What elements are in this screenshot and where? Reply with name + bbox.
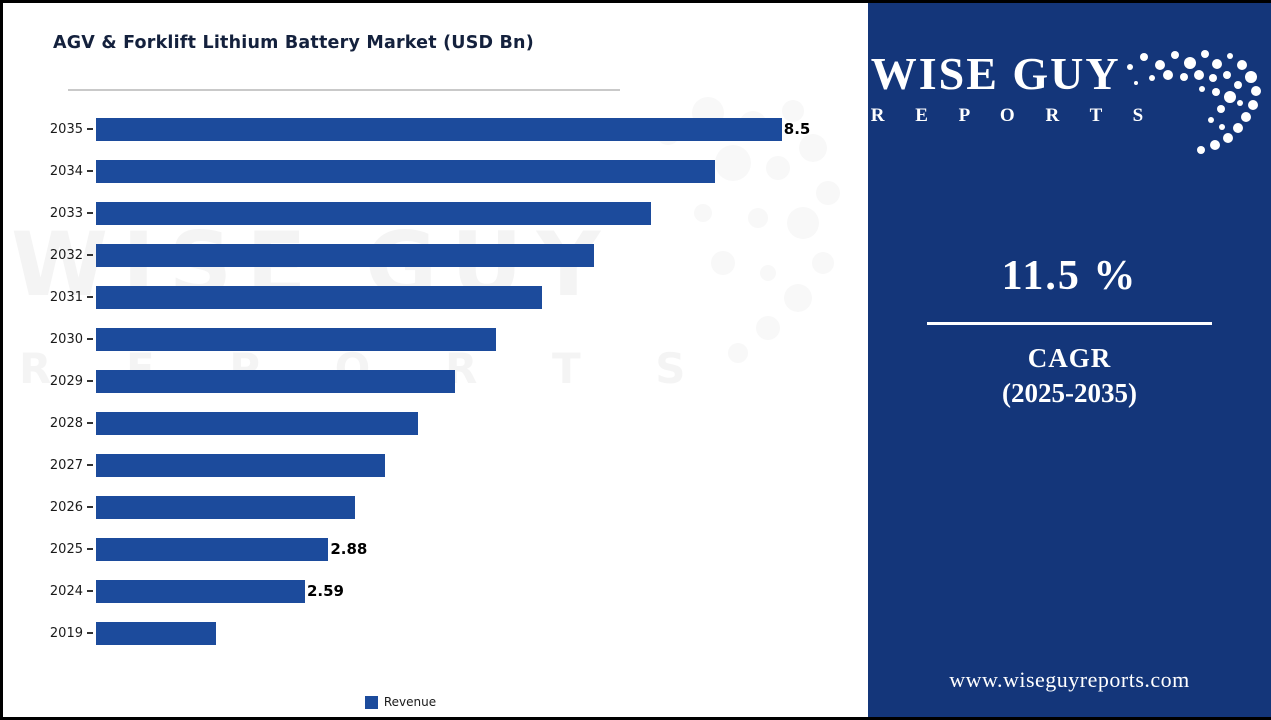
bar-row: 2035 8.5 xyxy=(25,108,868,150)
year-tick-label: 2026 xyxy=(49,499,83,515)
year-tick-label: 2027 xyxy=(49,457,83,473)
revenue-bar xyxy=(96,117,782,141)
bar-chart: 2035 8.5 2034 2033 2032 2031 2030 2029 2028 2027 2… xyxy=(25,108,868,654)
chart-title: AGV & Forklift Lithium Battery Market (U… xyxy=(53,33,534,53)
bar-row: 2024 2.59 xyxy=(25,570,868,612)
bar-row: 2031 xyxy=(25,276,868,318)
chart-area: AGV & Forklift Lithium Battery Market (U… xyxy=(3,3,868,717)
bar-row: 2028 xyxy=(25,402,868,444)
website-link[interactable]: www.wiseguyreports.com xyxy=(949,667,1190,692)
axis-tick xyxy=(87,254,93,256)
revenue-bar xyxy=(96,453,385,477)
year-tick-label: 2019 xyxy=(49,625,83,641)
logo-subtitle: R E P O R T S xyxy=(870,105,1157,126)
axis-tick xyxy=(87,506,93,508)
year-tick-label: 2035 xyxy=(49,121,83,137)
title-divider xyxy=(68,89,620,91)
revenue-bar xyxy=(96,369,456,393)
bar-row: 2027 xyxy=(25,444,868,486)
bar-value-label: 2.88 xyxy=(330,540,368,558)
logo-text: WISE GUY R E P O R T S xyxy=(871,51,1157,127)
axis-tick xyxy=(87,338,93,340)
bar-row: 2032 xyxy=(25,234,868,276)
legend-swatch xyxy=(364,695,378,709)
revenue-bar xyxy=(96,243,594,267)
year-tick-label: 2025 xyxy=(49,541,83,557)
cagr-period: (2025-2035) xyxy=(1002,378,1137,408)
bar-value-label: 8.5 xyxy=(783,120,811,138)
revenue-bar xyxy=(96,621,217,645)
revenue-bar xyxy=(96,159,715,183)
bar-row: 2026 xyxy=(25,486,868,528)
brain-head-icon xyxy=(1127,50,1262,154)
revenue-bar xyxy=(96,285,543,309)
axis-tick xyxy=(87,212,93,214)
axis-tick xyxy=(87,170,93,172)
year-tick-label: 2034 xyxy=(49,163,83,179)
year-tick-label: 2028 xyxy=(49,415,83,431)
logo-wordmark: WISE GUY xyxy=(870,48,1121,99)
axis-tick xyxy=(87,128,93,130)
bar-row: 2034 xyxy=(25,150,868,192)
bar-row: 2019 xyxy=(25,612,868,654)
axis-tick xyxy=(87,296,93,298)
axis-tick xyxy=(87,464,93,466)
revenue-bar xyxy=(96,327,497,351)
bar-row: 2033 xyxy=(25,192,868,234)
axis-tick xyxy=(87,422,93,424)
axis-tick xyxy=(87,632,93,634)
axis-tick xyxy=(87,590,93,592)
revenue-bar xyxy=(96,537,329,561)
legend: Revenue xyxy=(3,695,833,709)
revenue-bar xyxy=(96,579,305,603)
revenue-bar xyxy=(96,201,652,225)
axis-tick xyxy=(87,548,93,550)
year-tick-label: 2029 xyxy=(49,373,83,389)
revenue-bar xyxy=(96,411,418,435)
bar-value-label: 2.59 xyxy=(306,582,344,600)
year-tick-label: 2024 xyxy=(49,583,83,599)
bar-row: 2029 xyxy=(25,360,868,402)
axis-tick xyxy=(87,380,93,382)
bar-row: 2030 xyxy=(25,318,868,360)
year-tick-label: 2033 xyxy=(49,205,83,221)
bar-row: 2025 2.88 xyxy=(25,528,868,570)
cagr-label: CAGR xyxy=(1027,343,1112,373)
cagr-divider xyxy=(927,322,1212,325)
brand-panel: WISE GUY R E P O R T S xyxy=(868,3,1271,717)
cagr-value: 11.5 % xyxy=(1001,253,1138,299)
legend-label: Revenue xyxy=(383,695,437,709)
year-tick-label: 2032 xyxy=(49,247,83,263)
wise-guy-logo: WISE GUY R E P O R T S xyxy=(871,50,1269,160)
year-tick-label: 2030 xyxy=(49,331,83,347)
year-tick-label: 2031 xyxy=(49,289,83,305)
revenue-bar xyxy=(96,495,355,519)
cagr-block: 11.5 % CAGR (2025-2035) xyxy=(927,252,1212,409)
